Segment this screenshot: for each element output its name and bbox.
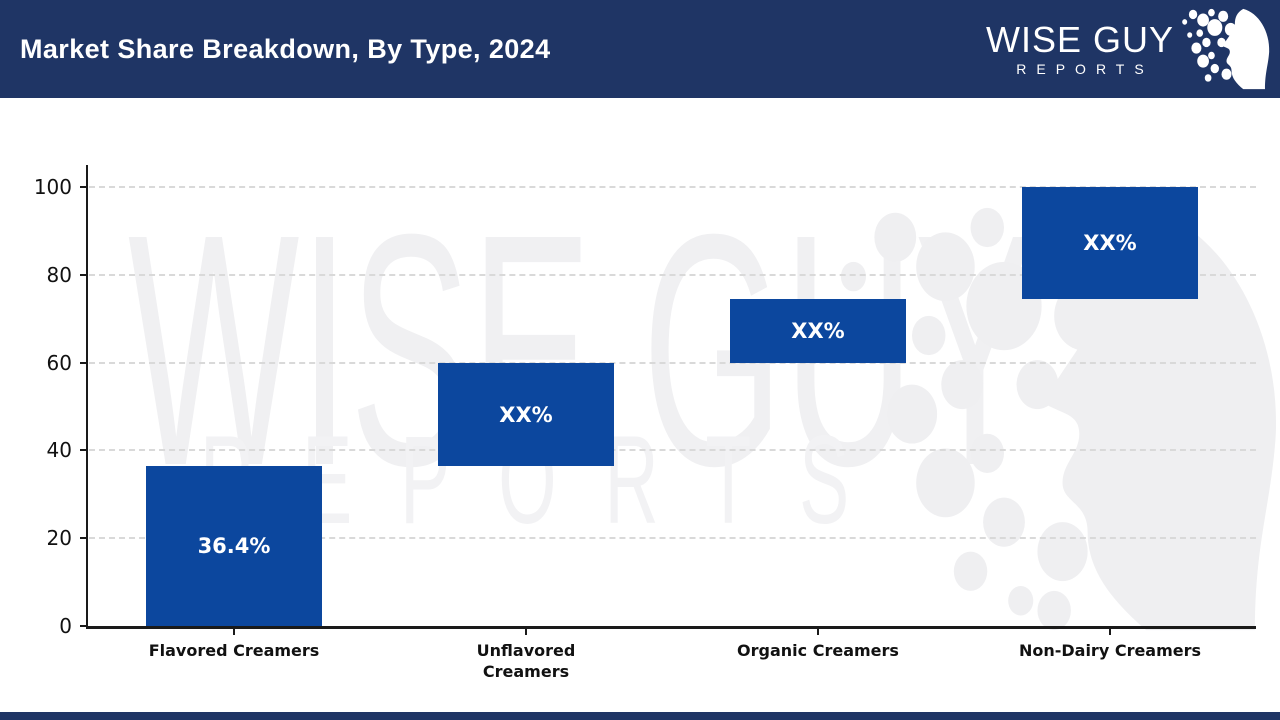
y-gridline xyxy=(89,273,1256,276)
x-axis-line xyxy=(86,626,1256,629)
brand-name: WISE GUY xyxy=(985,19,1174,60)
y-axis-label: 100 xyxy=(33,175,72,199)
y-gridline xyxy=(89,537,1256,540)
bar-value-label: XX% xyxy=(499,402,553,427)
brand-subname: REPORTS xyxy=(1016,61,1154,77)
bar-segment: XX% xyxy=(1022,187,1198,299)
y-axis-label: 0 xyxy=(59,614,72,638)
y-axis-label: 60 xyxy=(46,350,72,375)
x-axis-tick xyxy=(233,628,235,635)
y-gridline xyxy=(89,449,1256,452)
y-axis-tick xyxy=(80,537,88,540)
y-axis-label: 20 xyxy=(46,526,72,551)
y-axis-line xyxy=(86,165,88,629)
brand-head-profile-icon xyxy=(1182,8,1270,90)
y-axis-label: 80 xyxy=(46,262,72,287)
y-gridline xyxy=(89,186,1256,188)
bar-value-label: XX% xyxy=(791,318,845,343)
y-axis-tick xyxy=(80,273,88,276)
page-title: Market Share Breakdown, By Type, 2024 xyxy=(20,33,551,64)
bar-value-label: 36.4% xyxy=(197,534,271,559)
y-axis-tick xyxy=(80,361,88,364)
x-axis-tick xyxy=(817,628,819,635)
bar-segment: XX% xyxy=(730,298,906,364)
bar-value-label: XX% xyxy=(1083,230,1137,255)
x-axis-label: Unflavored Creamers xyxy=(476,641,576,681)
bar-segment: XX% xyxy=(438,363,614,467)
y-axis-tick xyxy=(80,625,88,627)
brand-text: WISE GUY REPORTS xyxy=(985,19,1174,78)
bar-segment: 36.4% xyxy=(146,466,322,626)
x-axis-label: Organic Creamers xyxy=(737,641,899,660)
y-axis-tick xyxy=(80,186,88,188)
brand-logo: WISE GUY REPORTS xyxy=(986,6,1270,92)
x-axis-label: Flavored Creamers xyxy=(148,641,320,660)
bar-chart: 0 20 40 60 80 100 36.4% XX% XX% XX% Flavored Cream… xyxy=(0,98,1280,712)
x-axis-tick xyxy=(1109,628,1111,635)
x-axis-tick xyxy=(525,628,527,635)
x-axis-label: Non-Dairy Creamers xyxy=(1018,641,1202,660)
footer-bar xyxy=(0,712,1280,720)
header-bar: Market Share Breakdown, By Type, 2024 WI… xyxy=(0,0,1280,98)
y-gridline xyxy=(89,361,1256,364)
y-axis-tick xyxy=(80,449,88,452)
y-axis-label: 40 xyxy=(46,438,72,463)
